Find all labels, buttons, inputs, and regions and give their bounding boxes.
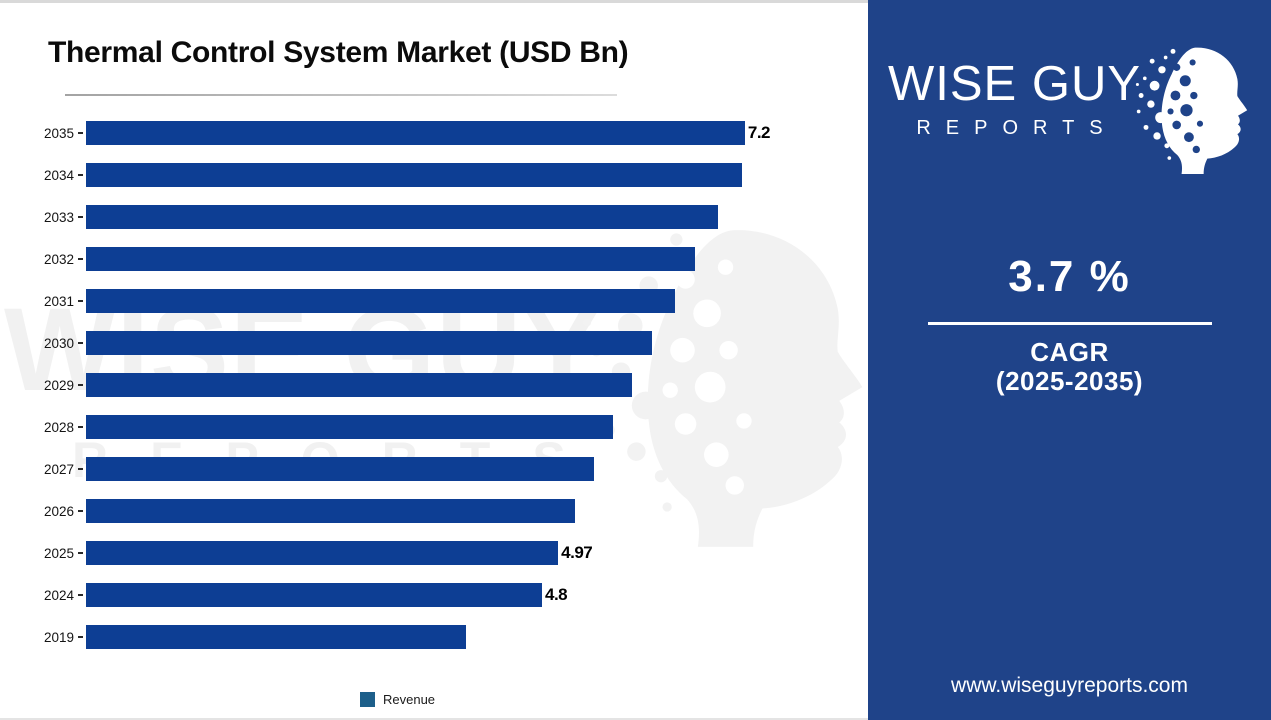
- bar-value-label: 4.97: [561, 543, 593, 562]
- bar-value-label: 4.8: [545, 585, 568, 604]
- year-axis-label: 2029: [43, 377, 74, 393]
- revenue-bar-2033: [86, 205, 718, 229]
- axis-tick: [78, 426, 83, 428]
- bar-row: 2032: [8, 238, 848, 280]
- year-axis-label: 2027: [43, 461, 74, 477]
- year-axis-label: 2030: [43, 335, 74, 351]
- logo-wise-guy-text: WISE GUY: [887, 57, 1142, 111]
- legend: Revenue: [360, 692, 435, 707]
- bar-value-label: 7.2: [747, 123, 771, 142]
- axis-tick: [78, 258, 83, 260]
- revenue-bar-2031: [86, 289, 675, 313]
- logo-reports-text: REPORTS: [916, 117, 1118, 139]
- cagr-divider: [927, 322, 1212, 325]
- axis-tick: [78, 132, 83, 134]
- revenue-bar-2032: [86, 247, 695, 271]
- year-axis-label: 2024: [43, 587, 74, 603]
- year-axis-label: 2035: [43, 125, 74, 141]
- year-axis-label: 2025: [43, 545, 74, 561]
- axis-tick: [78, 468, 83, 470]
- bar-row: 2034: [8, 154, 848, 196]
- revenue-bar-2035: [86, 121, 745, 145]
- website-url: www.wiseguyreports.com: [951, 674, 1188, 697]
- bar-row: 2030: [8, 322, 848, 364]
- bar-row: 2026: [8, 490, 848, 532]
- head-profile-icon: [1135, 47, 1248, 174]
- bar-row: 2031: [8, 280, 848, 322]
- axis-tick: [78, 384, 83, 386]
- axis-tick: [78, 342, 83, 344]
- revenue-bar-2030: [86, 331, 653, 355]
- axis-tick: [78, 174, 83, 176]
- axis-tick: [78, 300, 83, 302]
- year-axis-label: 2019: [43, 629, 74, 645]
- revenue-bar-2024: [86, 583, 542, 607]
- revenue-bar-2028: [86, 415, 614, 439]
- bar-row: 2033: [8, 196, 848, 238]
- year-axis-label: 2026: [43, 503, 74, 519]
- bar-row: 2027: [8, 448, 848, 490]
- year-axis-label: 2028: [43, 419, 74, 435]
- axis-tick: [78, 510, 83, 512]
- revenue-bar-2026: [86, 499, 576, 523]
- brand-panel: WISE GUY REPORTS 3.7 % CAGR (2025-2035): [868, 0, 1271, 720]
- bar-row: 2019: [8, 616, 848, 658]
- title-underline: [65, 94, 617, 96]
- revenue-bar-2034: [86, 163, 742, 187]
- cagr-label: CAGR: [1030, 337, 1109, 367]
- revenue-bar-2019: [86, 625, 466, 649]
- axis-tick: [78, 552, 83, 554]
- revenue-bar-2027: [86, 457, 595, 481]
- bar-row: 2035 7.2: [8, 112, 848, 154]
- cagr-block: 3.7 % CAGR (2025-2035): [868, 252, 1271, 396]
- axis-tick: [78, 636, 83, 638]
- bar-row: 2025 4.97: [8, 532, 848, 574]
- logo-text: WISE GUY REPORTS: [888, 60, 1141, 140]
- revenue-bar-2025: [86, 541, 559, 565]
- revenue-bar-2029: [86, 373, 633, 397]
- year-axis-label: 2033: [43, 209, 74, 225]
- bar-row: 2024 4.8: [8, 574, 848, 616]
- year-axis-label: 2031: [43, 293, 74, 309]
- bar-row: 2029: [8, 364, 848, 406]
- cagr-range-label: (2025-2035): [995, 366, 1144, 396]
- legend-label: Revenue: [383, 692, 436, 707]
- axis-tick: [78, 216, 83, 218]
- bar-row: 2028: [8, 406, 848, 448]
- cagr-value: 3.7 %: [1008, 252, 1131, 301]
- wise-guy-logo: WISE GUY REPORTS: [868, 44, 1271, 174]
- year-axis-label: 2032: [43, 251, 74, 267]
- year-axis-label: 2034: [43, 167, 74, 183]
- legend-swatch-revenue: [360, 692, 375, 707]
- axis-tick: [78, 594, 83, 596]
- chart-title: Thermal Control System Market (USD Bn): [48, 36, 629, 69]
- chart-panel: WISE GUY REPORTS Thermal Control System …: [0, 0, 868, 720]
- bar-chart: 2035 7.2 2034 2033 2032 2031 2030 2029 2028 2027 2…: [8, 112, 848, 658]
